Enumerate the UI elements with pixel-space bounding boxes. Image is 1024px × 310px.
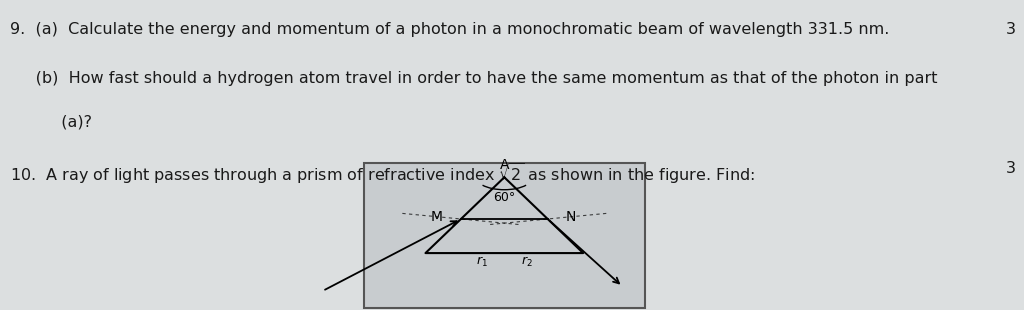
Text: 10.  A ray of light passes through a prism of refractive index $\sqrt{2}$ as sho: 10. A ray of light passes through a pris… <box>10 161 755 186</box>
Text: 3: 3 <box>1006 161 1016 176</box>
Text: M: M <box>430 210 442 224</box>
Text: $r_1$: $r_1$ <box>475 255 487 269</box>
Text: A: A <box>500 158 509 172</box>
Text: (b)  How fast should a hydrogen atom travel in order to have the same momentum a: (b) How fast should a hydrogen atom trav… <box>10 71 938 86</box>
Text: $r_2$: $r_2$ <box>521 255 532 269</box>
Bar <box>364 163 645 308</box>
Text: 9.  (a)  Calculate the energy and momentum of a photon in a monochromatic beam o: 9. (a) Calculate the energy and momentum… <box>10 22 890 37</box>
Text: N: N <box>566 210 577 224</box>
Text: 3: 3 <box>1006 22 1016 37</box>
Text: 60°: 60° <box>494 191 515 204</box>
Text: (a)?: (a)? <box>10 115 92 130</box>
